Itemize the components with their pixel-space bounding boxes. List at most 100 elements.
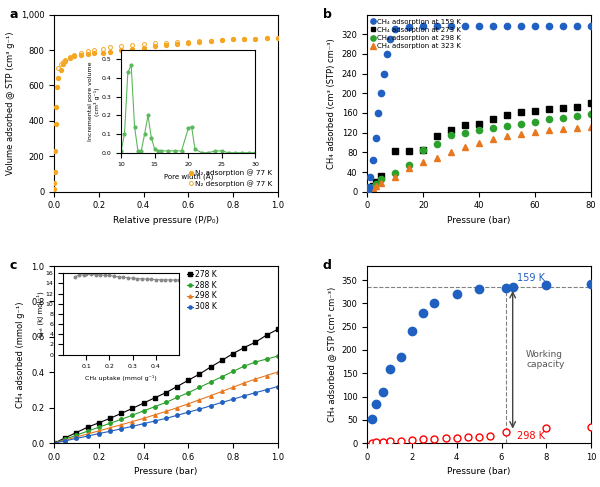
CH₄ adsorption at 323 K: [419, 159, 427, 165]
N₂ adsorption @ 77 K: [274, 35, 281, 40]
CH₄ adsorption at 323 K: [369, 186, 376, 191]
Line: CH₄ adsorption at 159 K: CH₄ adsorption at 159 K: [364, 23, 594, 194]
N₂ adsorption @ 77 K: [229, 37, 236, 42]
CH₄ adsorption at 159 K: [364, 188, 371, 194]
278 K: [106, 415, 113, 421]
298 K: [129, 419, 136, 425]
N₂ adsorption @ 77 K: [84, 51, 91, 57]
CH₄ adsorption at 273 K: [517, 109, 524, 115]
N₂ adsorption @ 77 K: [263, 35, 270, 41]
278 K: [241, 345, 248, 351]
278 K: [62, 435, 69, 441]
CH₄ adsorption at 273 K: [377, 173, 385, 179]
CH₄ adsorption at 273 K: [365, 187, 372, 193]
278 K: [129, 406, 136, 412]
N₂ adsorption @ 77 K: [140, 45, 147, 51]
288 K: [218, 374, 226, 380]
CH₄ adsorption at 273 K: [372, 179, 379, 185]
CH₄ adsorption at 298 K: [517, 121, 524, 127]
CH₄ adsorption at 159 K: [372, 135, 379, 141]
298 K: [95, 428, 103, 434]
Line: 288 K: 288 K: [52, 355, 280, 445]
CH₄ adsorption at 323 K: [392, 174, 399, 180]
308 K: [241, 393, 248, 399]
288 K: [207, 379, 214, 385]
278 K: [274, 326, 281, 332]
N₂ desorption @ 77 K: [229, 37, 236, 42]
CH₄ adsorption at 298 K: [587, 112, 595, 117]
CH₄ adsorption at 159 K: [365, 184, 372, 190]
298 K: [241, 380, 248, 386]
Y-axis label: CH₄ adsorbed (cm³ (STP) cm⁻³): CH₄ adsorbed (cm³ (STP) cm⁻³): [327, 38, 336, 169]
308 K: [129, 423, 136, 429]
CH₄ adsorption at 159 K: [448, 23, 455, 29]
278 K: [252, 339, 259, 345]
Line: N₂ desorption @ 77 K: N₂ desorption @ 77 K: [56, 36, 280, 70]
CH₄ adsorption at 273 K: [532, 108, 539, 113]
288 K: [84, 428, 91, 434]
CH₄ adsorption at 273 K: [367, 187, 374, 192]
298 K: [84, 431, 91, 437]
CH₄ adsorption at 323 K: [574, 125, 581, 131]
288 K: [140, 408, 147, 414]
308 K: [50, 440, 58, 446]
288 K: [252, 359, 259, 365]
N₂ adsorption @ 77 K: [51, 169, 58, 175]
298 K: [118, 422, 125, 428]
CH₄ adsorption at 323 K: [448, 150, 455, 155]
N₂ desorption @ 77 K: [173, 39, 181, 45]
N₂ desorption @ 77 K: [118, 43, 125, 49]
308 K: [196, 406, 203, 412]
CH₄ adsorption at 323 K: [545, 127, 553, 133]
298 K: [50, 440, 58, 446]
N₂ adsorption @ 77 K: [51, 180, 58, 186]
N₂ desorption @ 77 K: [274, 35, 281, 40]
308 K: [95, 431, 103, 436]
308 K: [106, 429, 113, 434]
N₂ desorption @ 77 K: [241, 36, 248, 42]
Legend: CH₄ adsorption at 159 K, CH₄ adsorption at 273 K, CH₄ adsorption at 298 K, CH₄ a: CH₄ adsorption at 159 K, CH₄ adsorption …: [371, 18, 461, 50]
CH₄ adsorption at 159 K: [375, 110, 382, 116]
CH₄ adsorption at 159 K: [434, 23, 441, 29]
308 K: [274, 384, 281, 390]
298 K: [207, 393, 214, 399]
298 K: [162, 409, 169, 414]
308 K: [118, 426, 125, 432]
288 K: [95, 424, 103, 430]
N₂ desorption @ 77 K: [129, 42, 136, 48]
N₂ adsorption @ 77 K: [77, 52, 85, 58]
CH₄ adsorption at 298 K: [461, 130, 469, 135]
288 K: [151, 404, 158, 410]
CH₄ adsorption at 323 K: [517, 131, 524, 136]
N₂ adsorption @ 77 K: [50, 186, 58, 191]
N₂ adsorption @ 77 K: [185, 40, 192, 46]
CH₄ adsorption at 159 K: [380, 71, 388, 76]
CH₄ adsorption at 159 K: [503, 23, 511, 29]
298 K: [196, 397, 203, 403]
298 K: [229, 384, 236, 390]
N₂ adsorption @ 77 K: [59, 61, 67, 67]
N₂ adsorption @ 77 K: [118, 47, 125, 53]
CH₄ adsorption at 298 K: [476, 127, 483, 133]
CH₄ adsorption at 273 K: [369, 183, 376, 189]
278 K: [84, 424, 91, 430]
CH₄ adsorption at 159 K: [545, 23, 553, 29]
308 K: [173, 412, 181, 418]
N₂ adsorption @ 77 K: [57, 67, 64, 73]
CH₄ adsorption at 273 K: [503, 112, 511, 118]
Line: CH₄ adsorption at 273 K: CH₄ adsorption at 273 K: [365, 100, 594, 194]
CH₄ adsorption at 273 K: [476, 121, 483, 127]
288 K: [263, 356, 270, 362]
N₂ desorption @ 77 K: [100, 46, 107, 52]
N₂ desorption @ 77 K: [196, 38, 203, 44]
CH₄ adsorption at 323 K: [434, 155, 441, 161]
Text: 159 K: 159 K: [517, 273, 545, 283]
CH₄ adsorption at 273 K: [434, 133, 441, 139]
N₂ desorption @ 77 K: [57, 61, 64, 67]
298 K: [252, 376, 259, 382]
Text: 298 K: 298 K: [517, 431, 545, 441]
Y-axis label: CH₄ adsorbed @ STP (cm³ cm⁻³): CH₄ adsorbed @ STP (cm³ cm⁻³): [327, 287, 336, 422]
278 K: [218, 357, 226, 363]
CH₄ adsorption at 159 K: [367, 174, 374, 180]
278 K: [151, 395, 158, 401]
